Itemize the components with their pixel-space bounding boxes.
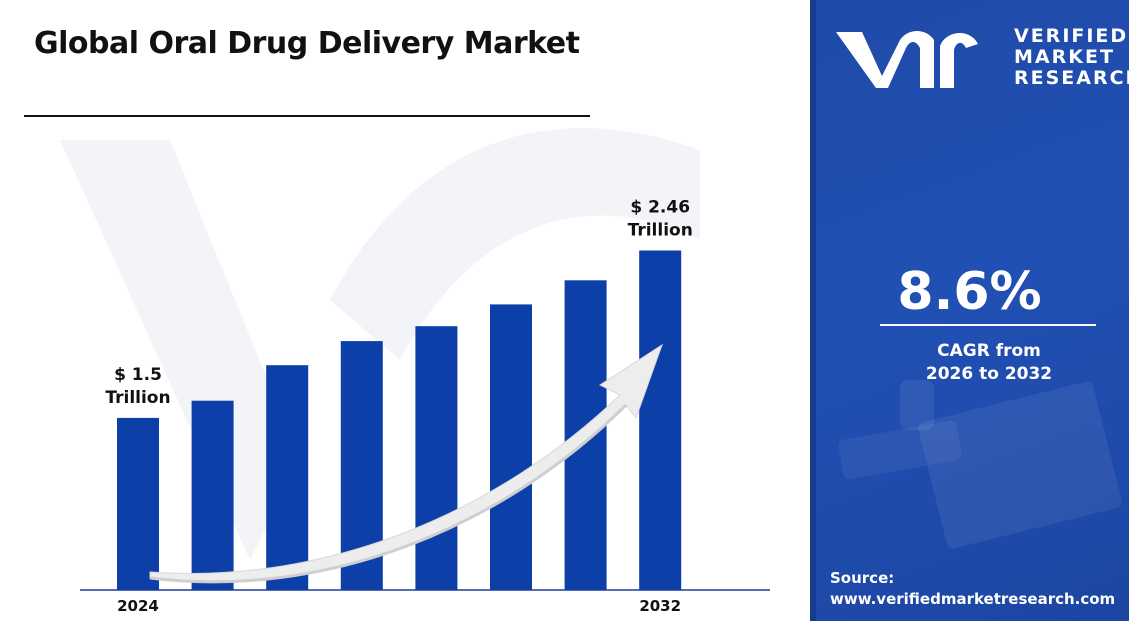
trend-arrow [149,343,663,584]
info-panel: VERIFIED MARKET RESEARCH 8.6% CAGR from … [810,0,1129,621]
brand-name: VERIFIED MARKET RESEARCH [1014,26,1129,89]
background-photo-shape [916,380,1124,550]
brand-line-1: VERIFIED [1014,25,1129,47]
source-label: Source: [830,569,895,587]
chart-panel: $ 1.5 Trillion $ 2.46 Trillion 2024 2032 Glob… [24,26,770,616]
source-url[interactable]: www.verifiedmarketresearch.com [830,590,1116,608]
watermark-logo [60,128,700,560]
page-title: Global Oral Drug Delivery Market [34,26,580,61]
chart-svg: $ 1.5 Trillion $ 2.46 Trillion 2024 2032 [60,128,770,616]
data-label-1-line2: Trillion [105,388,170,408]
data-label-8-line1: $ 2.46 [630,198,690,218]
bar-3 [266,365,309,590]
data-label-8-line2: Trillion [628,221,693,241]
data-label-1-line1: $ 1.5 [114,365,162,385]
x-tick-label-1: 2024 [117,597,159,615]
brand-logo: VERIFIED MARKET RESEARCH [836,26,1129,96]
cagr-value: 8.6% [897,262,1042,322]
cagr-divider [880,324,1096,326]
cagr-label-line-2: 2026 to 2032 [925,364,1053,384]
labels-group: $ 1.5 Trillion $ 2.46 Trillion 2024 2032 [105,198,692,616]
cagr-label-line-1: CAGR from [937,341,1041,361]
bar-5 [415,326,458,590]
brand-line-3: RESEARCH [1014,67,1129,89]
cagr-label: CAGR from 2026 to 2032 [810,340,1129,386]
bar-1 [117,417,159,590]
brand-line-2: MARKET [1014,46,1115,68]
x-tick-label-8: 2032 [639,597,681,615]
source-block: Source: www.verifiedmarketresearch.com [830,568,1115,610]
title-underline [24,115,590,117]
panel-stripe [810,0,816,621]
background-photo-shape [900,380,934,430]
vmr-logo-icon [836,31,978,88]
bar-8 [639,250,682,590]
bar-6 [490,304,532,590]
bar-2 [191,400,234,590]
